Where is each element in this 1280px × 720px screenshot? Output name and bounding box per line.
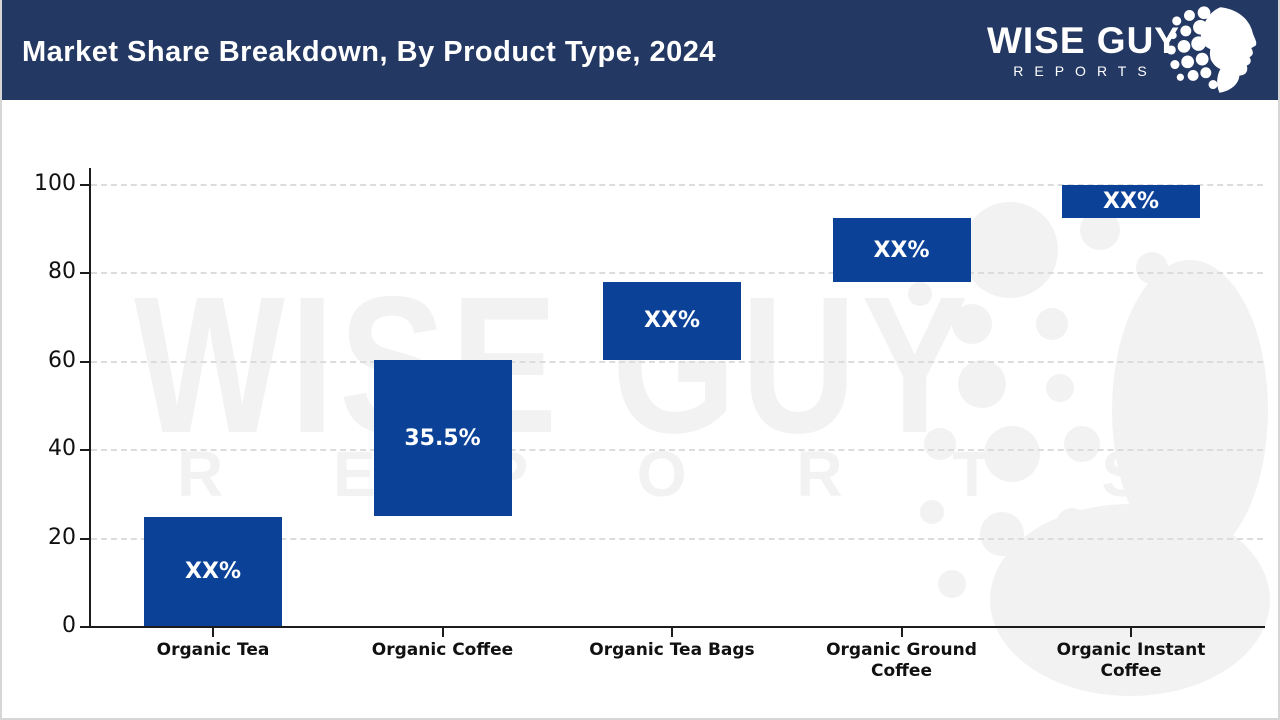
bar-value-label: XX% — [644, 308, 700, 334]
bar-organic-tea: XX% — [144, 516, 282, 627]
logo-name: WISE GUY — [986, 20, 1180, 61]
gridline — [91, 272, 1263, 275]
y-tick-mark — [80, 537, 89, 540]
gridline — [91, 360, 1263, 363]
x-axis-line — [89, 626, 1265, 628]
chart-title: Market Share Breakdown, By Product Type,… — [22, 36, 717, 68]
bar-organic-coffee: 35.5% — [373, 359, 512, 517]
y-tick-label: 60 — [48, 347, 76, 373]
watermark-head-icon — [908, 202, 1270, 696]
wise-guy-reports-logo: WISE GUY REPORTS — [987, 6, 1264, 94]
y-tick-label: 20 — [48, 524, 76, 550]
category-label: Organic Tea — [156, 640, 270, 660]
logo-text: WISE GUY REPORTS — [987, 22, 1180, 78]
bar-value-label: XX% — [873, 237, 930, 263]
x-tick-mark — [1130, 628, 1132, 637]
y-tick-mark — [80, 272, 89, 275]
y-axis-line — [89, 168, 91, 628]
watermark-reports-text: R E P O R T S — [177, 438, 1190, 510]
category-label: Organic Ground Coffee — [826, 640, 977, 682]
header-bar: Market Share Breakdown, By Product Type,… — [2, 0, 1278, 100]
bar-organic-ground-coffee: XX% — [832, 218, 971, 283]
x-tick-mark — [212, 628, 214, 637]
bar-value-label: XX% — [1103, 189, 1159, 215]
bar-value-label: XX% — [185, 559, 241, 585]
category-label: Organic Instant Coffee — [1056, 640, 1206, 682]
category-label: Organic Coffee — [371, 640, 514, 660]
watermark-wiseguy-text: WISE GUY — [134, 256, 973, 474]
bar-organic-tea-bags: XX% — [603, 282, 741, 360]
bar-organic-instant-coffee: XX% — [1062, 185, 1200, 219]
logo-head-icon — [1166, 6, 1257, 93]
gridline — [91, 537, 1263, 540]
y-tick-mark — [80, 184, 89, 186]
y-tick-mark — [80, 626, 89, 628]
logo-subtitle: REPORTS — [1013, 63, 1158, 79]
y-tick-label: 100 — [34, 171, 76, 196]
bar-value-label: 35.5% — [404, 425, 481, 451]
x-tick-mark — [671, 628, 673, 637]
x-tick-mark — [441, 628, 444, 637]
y-tick-label: 40 — [48, 436, 76, 462]
gridline — [91, 449, 1263, 452]
y-tick-label: 80 — [48, 259, 76, 285]
x-tick-mark — [900, 628, 903, 637]
y-tick-mark — [80, 449, 89, 452]
y-tick-label: 0 — [62, 613, 76, 638]
category-label: Organic Tea Bags — [589, 640, 755, 660]
gridline — [91, 184, 1263, 186]
y-tick-mark — [80, 360, 89, 363]
